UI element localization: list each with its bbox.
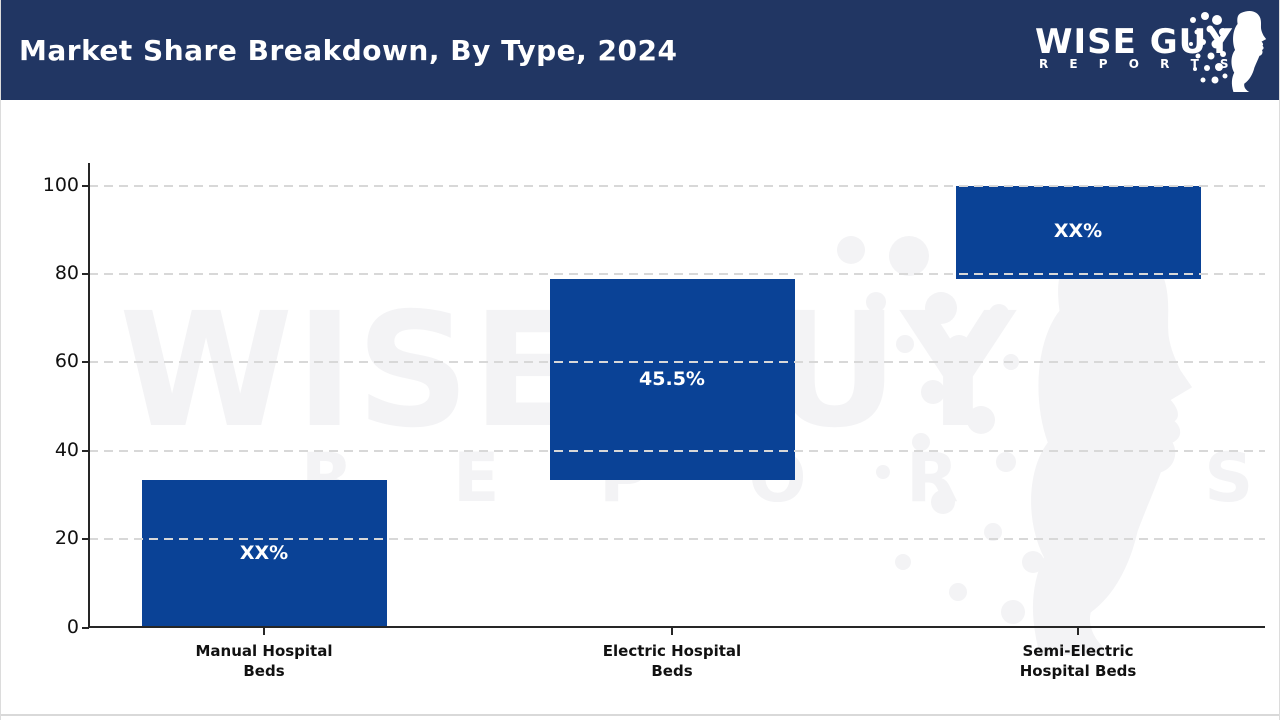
- gridline-60: [89, 361, 1265, 364]
- bar-electric-hospital-beds: 45.5%: [549, 279, 795, 481]
- y-tick-label-20: 20: [54, 527, 79, 550]
- y-tick-label-100: 100: [42, 173, 79, 196]
- y-tick-mark: [82, 272, 89, 275]
- bar-value-label: 45.5%: [639, 367, 705, 390]
- chart-title: Market Share Breakdown, By Type, 2024: [19, 34, 678, 67]
- x-tick-mark: [263, 628, 265, 635]
- wise-guy-logo: WISE GUY R E P O R T S: [1019, 0, 1269, 100]
- y-tick-mark: [82, 361, 89, 364]
- y-tick-mark: [82, 626, 89, 629]
- bar-semi-electric-hospital-beds: XX%: [955, 185, 1201, 280]
- x-axis-line: [88, 626, 1265, 628]
- y-tick-mark: [82, 184, 89, 187]
- header-band: Market Share Breakdown, By Type, 2024 WI…: [1, 0, 1279, 100]
- gridline-100: [89, 184, 1265, 187]
- bar-value-label: XX%: [1053, 220, 1103, 243]
- x-tick-mark: [671, 628, 673, 635]
- gridline-20: [89, 538, 1265, 541]
- x-category-label-semi-electric-hospital-beds: Semi-Electric Hospital Beds: [1019, 642, 1137, 680]
- y-tick-mark: [82, 449, 89, 452]
- gridline-40: [89, 449, 1265, 452]
- bottom-divider: [1, 714, 1279, 716]
- y-axis-line: [88, 163, 90, 628]
- y-tick-label-0: 0: [66, 615, 79, 638]
- y-tick-label-40: 40: [54, 438, 79, 461]
- x-tick-mark: [1077, 628, 1079, 635]
- y-tick-label-60: 60: [54, 350, 79, 373]
- y-tick-label-80: 80: [54, 261, 79, 284]
- bar-value-label: XX%: [239, 541, 289, 564]
- y-tick-mark: [82, 538, 89, 541]
- logo-subtext: R E P O R T S: [1039, 57, 1238, 71]
- x-category-label-electric-hospital-beds: Electric Hospital Beds: [602, 642, 742, 680]
- logo-face-icon: [1231, 11, 1267, 92]
- watermark-dots: [837, 236, 1057, 650]
- watermark-face: [1031, 245, 1193, 655]
- logo-dots-icon: [1189, 12, 1228, 84]
- x-category-label-manual-hospital-beds: Manual Hospital Beds: [195, 642, 333, 680]
- gridline-80: [89, 272, 1265, 275]
- bar-manual-hospital-beds: XX%: [141, 480, 387, 628]
